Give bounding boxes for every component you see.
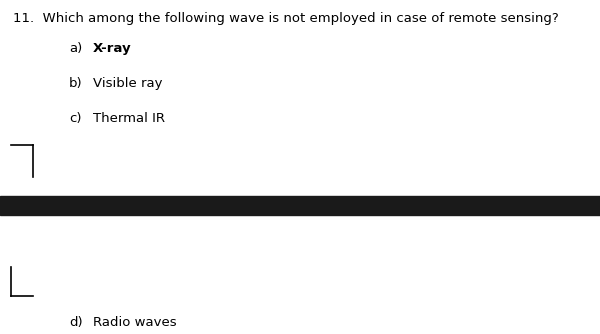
- Text: b): b): [69, 77, 83, 90]
- Bar: [0, 196, 600, 214]
- Text: 11.  Which among the following wave is not employed in case of remote sensing?: 11. Which among the following wave is no…: [13, 12, 559, 25]
- Text: Radio waves: Radio waves: [93, 316, 176, 329]
- Text: Visible ray: Visible ray: [93, 77, 163, 90]
- Text: a): a): [69, 42, 82, 55]
- Text: Thermal IR: Thermal IR: [93, 112, 165, 125]
- Text: X-ray: X-ray: [93, 42, 131, 55]
- Text: d): d): [69, 316, 83, 329]
- Text: c): c): [69, 112, 82, 125]
